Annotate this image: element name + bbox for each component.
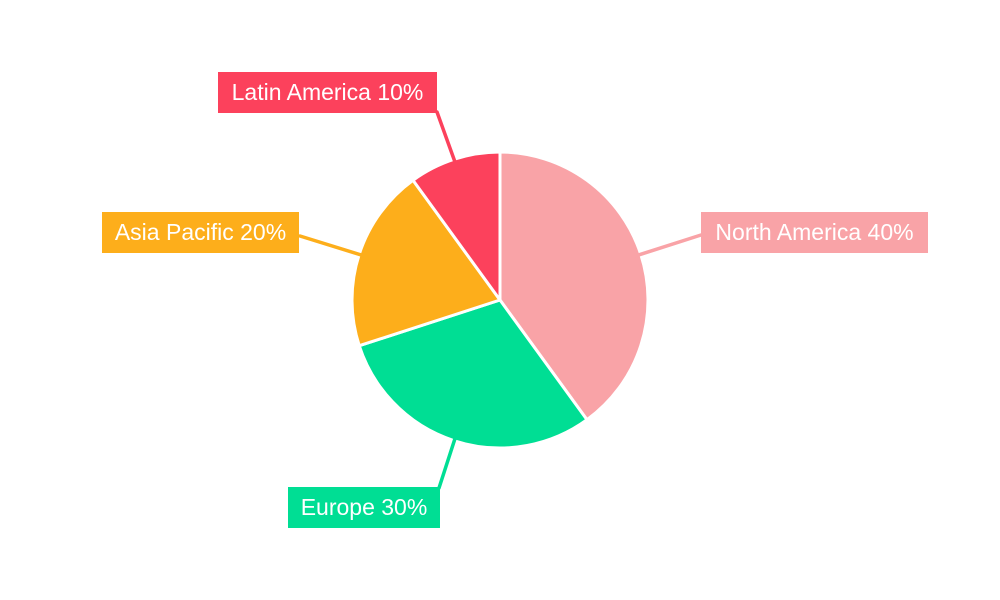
pie-label-asia-pacific[interactable]: Asia Pacific 20% (102, 212, 299, 253)
leader-line-north-america (631, 233, 703, 259)
pie-label-europe[interactable]: Europe 30% (288, 487, 440, 528)
leader-line-europe (437, 431, 459, 490)
pie-label-latin-america[interactable]: Latin America 10% (218, 72, 437, 113)
leader-line-asia-pacific (298, 234, 369, 259)
leader-line-latin-america (435, 110, 459, 169)
leader-lines (298, 110, 703, 490)
pie-slices (350, 150, 650, 450)
pie-label-north-america[interactable]: North America 40% (701, 212, 928, 253)
